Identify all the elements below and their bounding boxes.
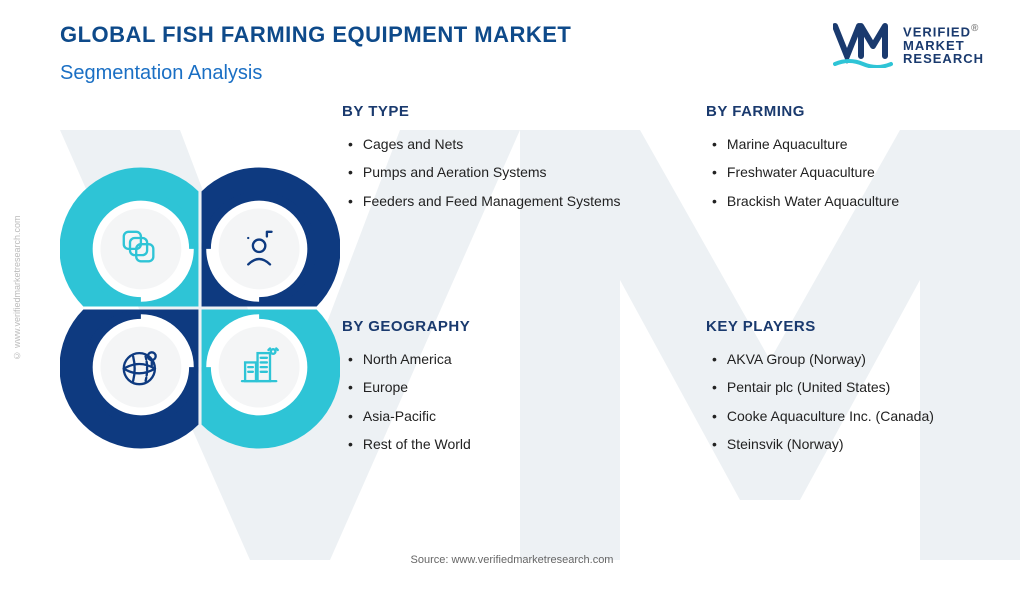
- list-item: Feeders and Feed Management Systems: [342, 187, 702, 215]
- logo-line1: VERIFIED: [903, 24, 971, 39]
- list-item: Europe: [342, 373, 702, 401]
- segment-type: BY TYPE Cages and Nets Pumps and Aeratio…: [340, 103, 704, 298]
- segment-players: KEY PLAYERS AKVA Group (Norway) Pentair …: [704, 318, 984, 513]
- list-item: Rest of the World: [342, 430, 702, 458]
- segment-players-list: AKVA Group (Norway) Pentair plc (United …: [706, 345, 982, 458]
- content-grid: BY TYPE Cages and Nets Pumps and Aeratio…: [60, 103, 984, 513]
- segment-farming-heading: BY FARMING: [706, 103, 982, 120]
- list-item: North America: [342, 345, 702, 373]
- segment-geography-heading: BY GEOGRAPHY: [342, 318, 702, 335]
- list-item: Brackish Water Aquaculture: [706, 187, 982, 215]
- page-subtitle: Segmentation Analysis: [60, 62, 571, 85]
- list-item: Asia-Pacific: [342, 402, 702, 430]
- logo-line3: RESEARCH: [903, 52, 984, 66]
- logo-line2: MARKET: [903, 39, 984, 53]
- segment-geography-list: North America Europe Asia-Pacific Rest o…: [342, 345, 702, 458]
- segment-type-list: Cages and Nets Pumps and Aeration System…: [342, 130, 702, 215]
- segment-farming: BY FARMING Marine Aquaculture Freshwater…: [704, 103, 984, 298]
- center-petal-graphic: [60, 103, 340, 513]
- list-item: Steinsvik (Norway): [706, 430, 982, 458]
- reg-mark: ®: [971, 23, 979, 34]
- list-item: AKVA Group (Norway): [706, 345, 982, 373]
- page-title: GLOBAL FISH FARMING EQUIPMENT MARKET: [60, 22, 571, 48]
- list-item: Pentair plc (United States): [706, 373, 982, 401]
- segment-farming-list: Marine Aquaculture Freshwater Aquacultur…: [706, 130, 982, 215]
- list-item: Cages and Nets: [342, 130, 702, 158]
- page: GLOBAL FISH FARMING EQUIPMENT MARKET Seg…: [0, 0, 1024, 576]
- brand-logo: VERIFIED® MARKET RESEARCH: [833, 22, 984, 68]
- vm-logo-icon: [833, 22, 893, 68]
- segment-players-heading: KEY PLAYERS: [706, 318, 982, 335]
- list-item: Cooke Aquaculture Inc. (Canada): [706, 402, 982, 430]
- header: GLOBAL FISH FARMING EQUIPMENT MARKET Seg…: [60, 22, 984, 85]
- list-item: Freshwater Aquaculture: [706, 158, 982, 186]
- list-item: Marine Aquaculture: [706, 130, 982, 158]
- segment-geography: BY GEOGRAPHY North America Europe Asia-P…: [340, 318, 704, 513]
- segment-type-heading: BY TYPE: [342, 103, 702, 120]
- list-item: Pumps and Aeration Systems: [342, 158, 702, 186]
